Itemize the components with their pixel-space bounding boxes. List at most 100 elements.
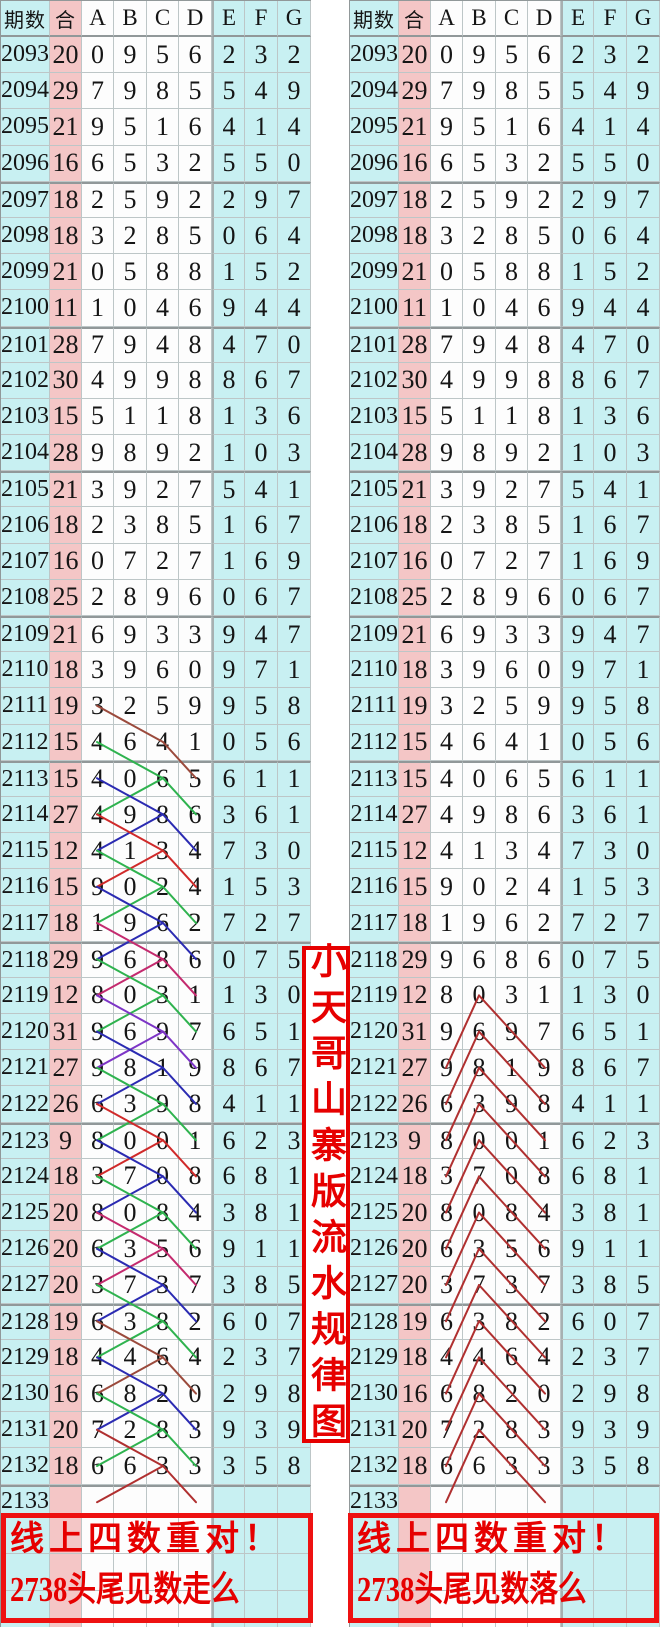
table-cell: 0: [114, 1122, 147, 1159]
table-cell: 6: [147, 1339, 179, 1376]
table-cell: 1: [278, 796, 311, 834]
table-cell: 8: [561, 362, 594, 399]
table-cell: 8: [496, 1303, 528, 1340]
table-cell: 21: [399, 254, 431, 291]
table-cell: 2: [179, 905, 212, 942]
table-cell: 0: [496, 1122, 528, 1159]
table-cell: 3: [114, 507, 147, 544]
table-cell: 3: [528, 1448, 561, 1485]
table-cell: 5: [431, 398, 463, 436]
table-cell: 2106: [1, 507, 50, 544]
table-cell: 0: [431, 543, 463, 580]
table-cell: 1: [179, 1122, 212, 1159]
table-cell: 3: [212, 1448, 245, 1485]
table-cell: 8: [147, 941, 179, 978]
table-cell: 6: [212, 1303, 245, 1340]
table-cell: 3: [463, 1086, 496, 1123]
table-cell: 9: [82, 869, 114, 906]
table-cell: 6: [528, 579, 561, 616]
header-cell: F: [594, 1, 627, 37]
table-cell: 1: [528, 977, 561, 1015]
table-cell: 2: [245, 1122, 278, 1159]
table-cell: 5: [147, 1231, 179, 1268]
table-cell: 7: [431, 73, 463, 110]
filler-cell: [431, 1516, 463, 1554]
table-cell: 2106: [350, 507, 399, 544]
filler-cell: [179, 1553, 212, 1591]
table-cell: 18: [50, 1158, 82, 1195]
table-cell: 28: [399, 435, 431, 472]
table-cell: 9: [463, 471, 496, 508]
table-cell: 7: [179, 543, 212, 580]
table-cell: 2: [528, 435, 561, 472]
table-cell: 7: [627, 579, 660, 616]
right-footer-line2-text: 2738头尾见数落么: [357, 1570, 587, 1609]
table-cell: 0: [627, 833, 660, 870]
table-cell: 1: [561, 398, 594, 436]
table-cell: 8: [179, 362, 212, 399]
table-cell: 25: [50, 579, 82, 616]
table-cell: 2: [245, 905, 278, 942]
table-cell: 2126: [1, 1231, 50, 1268]
table-cell: [278, 1484, 311, 1517]
table-cell: 8: [212, 362, 245, 399]
table-cell: 8: [147, 73, 179, 110]
table-cell: 4: [179, 833, 212, 870]
table-cell: 2095: [1, 109, 50, 146]
table-cell: 7: [528, 471, 561, 508]
table-cell: 2: [528, 905, 561, 942]
table-cell: 2: [561, 1375, 594, 1413]
table-cell: 6: [561, 1122, 594, 1159]
table-cell: 8: [463, 435, 496, 472]
table-cell: 8: [528, 398, 561, 436]
table-cell: 6: [463, 1014, 496, 1051]
table-cell: 3: [463, 1231, 496, 1268]
table-cell: 9: [82, 1050, 114, 1087]
table-cell: 6: [627, 724, 660, 761]
table-cell: 2132: [1, 1448, 50, 1485]
table-cell: 0: [278, 145, 311, 182]
table-cell: 4: [212, 1086, 245, 1123]
table-cell: 2: [114, 688, 147, 725]
table-cell: 5: [496, 1231, 528, 1268]
table-cell: 9: [147, 181, 179, 218]
table-cell: 6: [528, 796, 561, 834]
header-cell: G: [627, 1, 660, 37]
table-cell: 0: [278, 833, 311, 870]
table-cell: 8: [147, 796, 179, 834]
table-cell: 8: [147, 254, 179, 291]
table-cell: 4: [179, 1339, 212, 1376]
table-cell: 2099: [1, 254, 50, 291]
table-cell: 9: [114, 73, 147, 110]
table-cell: 2111: [350, 688, 399, 725]
table-cell: 5: [561, 145, 594, 182]
table-cell: 9: [496, 435, 528, 472]
filler-cell: [463, 1553, 496, 1591]
table-cell: 5: [594, 1014, 627, 1051]
table-cell: 2: [496, 869, 528, 906]
table-cell: 11: [50, 290, 82, 327]
table-cell: 4: [627, 217, 660, 255]
table-cell: 2133: [1, 1484, 50, 1517]
table-cell: 6: [82, 1448, 114, 1485]
table-cell: 8: [278, 688, 311, 725]
table-cell: 6: [245, 362, 278, 399]
table-cell: 4: [594, 471, 627, 508]
table-cell: 2093: [1, 37, 50, 74]
table-cell: 5: [528, 73, 561, 110]
table-cell: 7: [431, 326, 463, 363]
table-cell: 2116: [350, 869, 399, 906]
table-cell: 0: [528, 652, 561, 689]
table-cell: 19: [399, 688, 431, 725]
table-cell: 0: [561, 579, 594, 616]
table-cell: 6: [594, 543, 627, 580]
table-cell: 2122: [1, 1086, 50, 1123]
table-cell: 0: [431, 37, 463, 74]
table-cell: 5: [594, 145, 627, 182]
table-cell: 7: [114, 543, 147, 580]
table-cell: 9: [561, 688, 594, 725]
table-cell: 3: [561, 1195, 594, 1232]
table-cell: 1: [561, 435, 594, 472]
table-cell: 6: [528, 941, 561, 978]
table-cell: 20: [50, 1412, 82, 1449]
